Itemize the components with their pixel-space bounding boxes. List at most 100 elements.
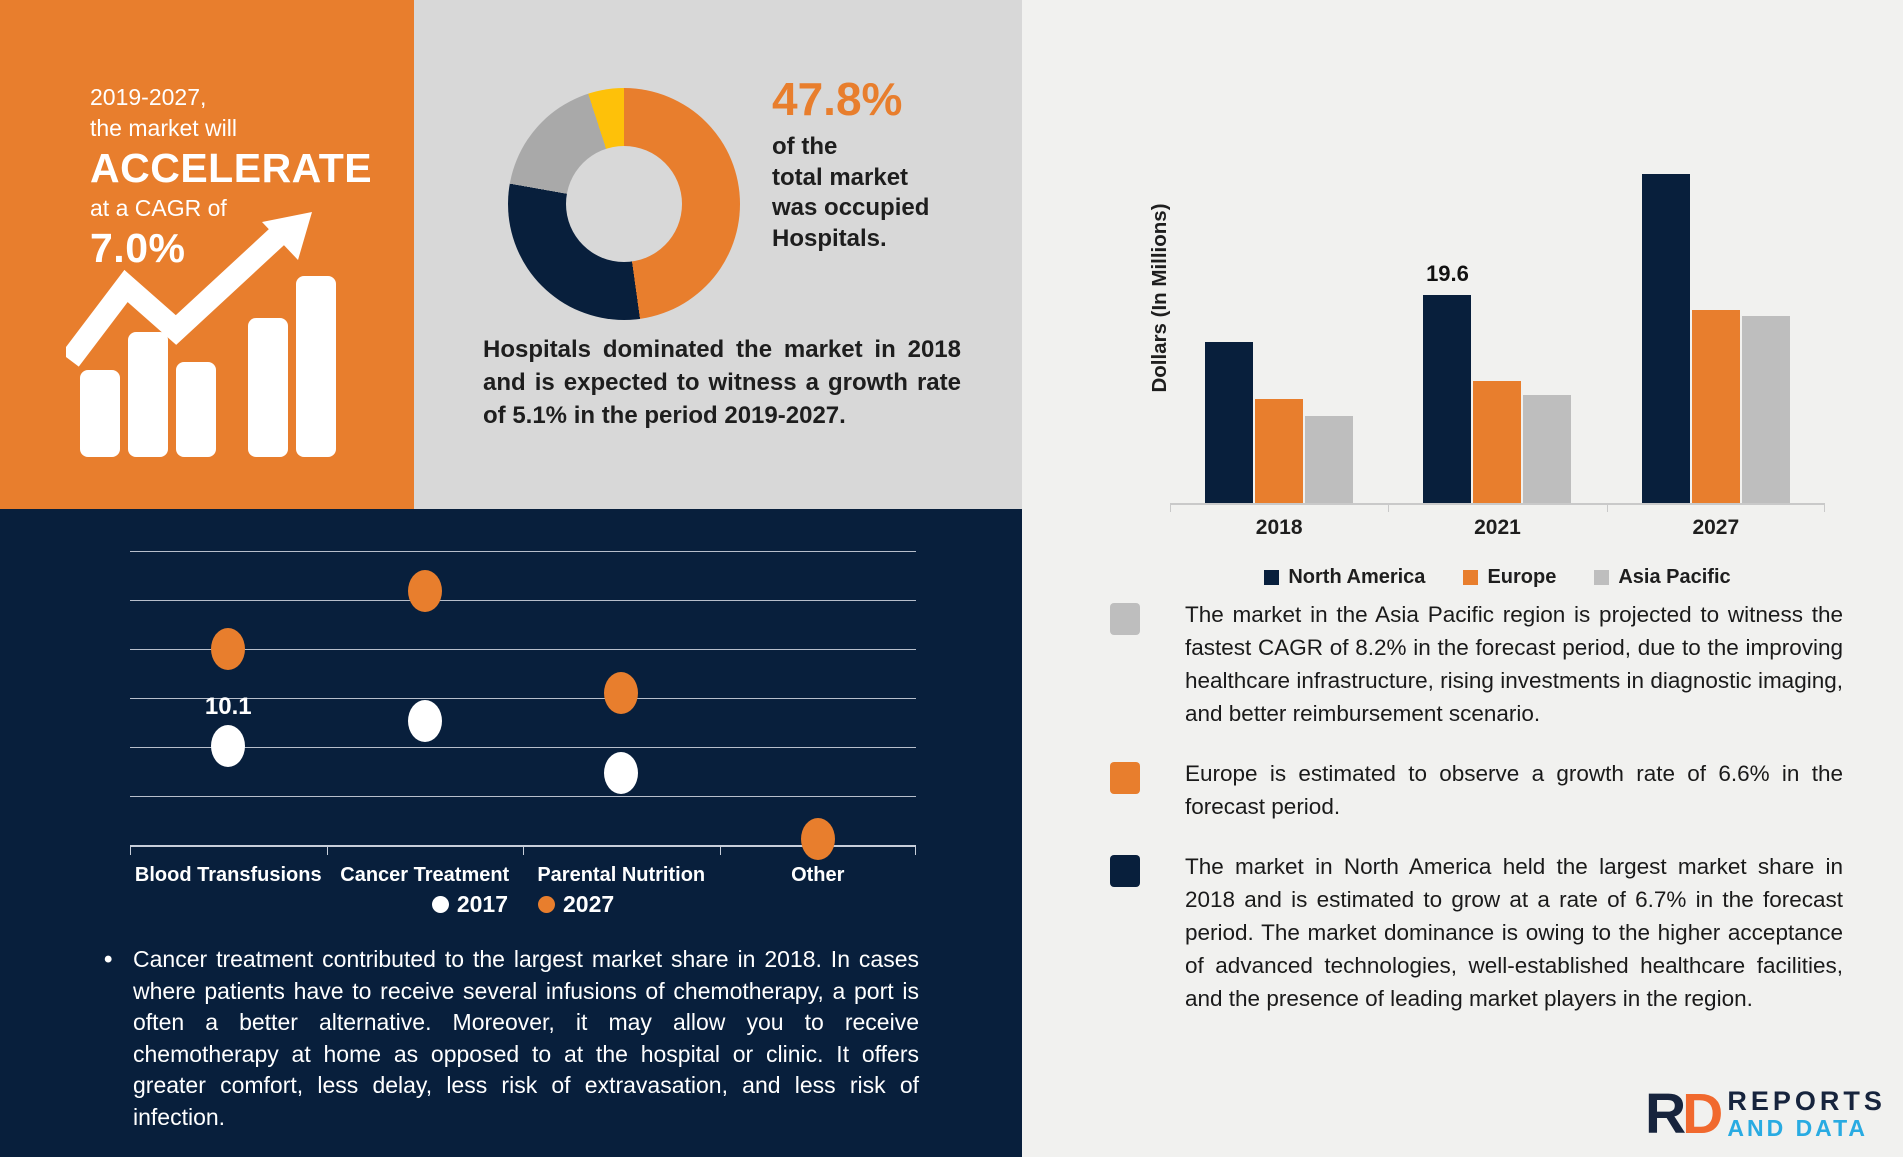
cagr-label-text: at a CAGR of	[90, 195, 227, 221]
bar-group-2021: 19.6	[1423, 261, 1572, 503]
insight-north-america: The market in North America held the lar…	[1110, 850, 1843, 1015]
gridline	[130, 796, 916, 797]
logo-and-data-text: AND DATA	[1727, 1115, 1869, 1141]
gridline	[130, 747, 916, 748]
legend-item-2027: 2027	[538, 891, 614, 918]
hospital-share-stat-caption: of the total market was occupied Hospita…	[772, 133, 930, 252]
dot-2027-parental-nutrition	[604, 672, 639, 715]
bar-group-2027	[1641, 174, 1790, 503]
gridline	[130, 600, 916, 601]
period-text: 2019-2027,	[90, 84, 207, 110]
insight-europe: Europe is estimated to observe a growth …	[1110, 757, 1843, 823]
axis-tick	[326, 847, 328, 855]
hospital-share-donut-chart	[508, 88, 740, 320]
insight-asia-pacific: The market in the Asia Pacific region is…	[1110, 598, 1843, 730]
insight-text: Europe is estimated to observe a growth …	[1185, 761, 1843, 819]
insight-text: The market in the Asia Pacific region is…	[1185, 602, 1843, 726]
axis-tick	[130, 847, 131, 855]
legend-dot-2027	[538, 896, 555, 913]
x-tick-label-2018: 2018	[1255, 516, 1303, 539]
dot-2027-blood-transfusions	[211, 628, 246, 670]
regional-bar-chart: 19.6	[1170, 158, 1825, 503]
cagr-value: 7.0%	[90, 225, 186, 271]
axis-tick	[1824, 505, 1825, 512]
growth-arrow-icon	[61, 212, 374, 457]
bar-europe-2018	[1255, 399, 1304, 503]
dot-2027-other	[800, 818, 835, 861]
bar-europe-2021	[1473, 381, 1522, 503]
product-insight-text: Cancer treatment contributed to the larg…	[133, 946, 919, 1130]
legend-dot-2017	[431, 896, 449, 913]
x-tick-label-2027: 2027	[1692, 516, 1740, 539]
bar-europe-2027	[1691, 310, 1740, 503]
bar-value-label: 19.6	[1426, 261, 1469, 286]
logo-letter-r: R	[1645, 1082, 1686, 1146]
market-will-text: the market will	[90, 115, 237, 141]
logo-mark: RD	[1645, 1086, 1723, 1143]
axis-tick	[1388, 505, 1390, 512]
bar-asia-pacific-2018	[1305, 416, 1354, 503]
legend-swatch-asia-pacific	[1594, 570, 1610, 585]
category-label-cancer-treatment: Cancer Treatment	[340, 864, 510, 886]
legend-label: 2027	[563, 891, 615, 917]
axis-tick	[1170, 505, 1171, 512]
accelerate-word: ACCELERATE	[90, 145, 373, 191]
logo-wordmark: REPORTS AND DATA	[1727, 1087, 1886, 1141]
bar-chart-x-tick-labels: 2018 2021 2027	[1170, 516, 1825, 540]
accelerate-text-block: 2019-2027, the market will ACCELERATE at…	[90, 82, 372, 273]
axis-tick	[719, 847, 721, 855]
dot-2017-blood-transfusions	[211, 725, 246, 768]
bar-chart-y-axis-label: Dollars (In Millions)	[1148, 203, 1171, 393]
asia-pacific-bullet-swatch	[1110, 603, 1140, 635]
europe-bullet-swatch	[1110, 762, 1140, 794]
axis-tick	[915, 847, 916, 855]
product-dot-plot-panel	[0, 509, 1022, 1157]
x-tick-label-2021: 2021	[1474, 516, 1521, 539]
legend-item-europe: Europe	[1463, 566, 1556, 589]
bar-asia-pacific-2021	[1523, 395, 1572, 503]
legend-item-2017: 2017	[431, 891, 508, 918]
category-label-blood-transfusions: Blood Transfusions	[134, 864, 322, 886]
legend-label: Asia Pacific	[1618, 566, 1731, 588]
legend-label: 2017	[456, 891, 508, 917]
hospital-share-stat: 47.8%	[772, 73, 903, 125]
legend-label: North America	[1288, 566, 1426, 588]
legend-swatch-europe	[1463, 570, 1479, 585]
reports-and-data-logo: RD REPORTS AND DATA	[1645, 1086, 1886, 1143]
logo-reports-text: REPORTS	[1727, 1086, 1886, 1116]
axis-tick	[1606, 505, 1608, 512]
bar-asia-pacific-2027	[1741, 316, 1790, 503]
legend-label: Europe	[1487, 566, 1557, 588]
logo-letter-d: D	[1682, 1082, 1723, 1146]
dot-2027-cancer-treatment	[407, 570, 442, 613]
legend-item-asia-pacific: Asia Pacific	[1594, 566, 1731, 589]
gridline	[130, 551, 916, 552]
gridline	[130, 649, 916, 650]
dot-plot-category-labels: Blood Transfusions Cancer Treatment Parent…	[130, 864, 916, 887]
bar-north-america-2021: 19.6	[1423, 261, 1472, 503]
insight-text: The market in North America held the lar…	[1185, 854, 1843, 1011]
axis-tick	[523, 847, 524, 855]
dot-value-label: 10.1	[204, 693, 252, 721]
regional-analysis-panel	[1022, 0, 1903, 1157]
bar-north-america-2018	[1205, 342, 1254, 503]
category-label-parental-nutrition: Parental Nutrition	[537, 864, 706, 886]
dot-plot-x-axis-line	[130, 845, 916, 855]
dot-2017-cancer-treatment	[407, 699, 442, 742]
legend-swatch-north-america	[1264, 570, 1280, 585]
product-dot-plot-chart: 10.1	[130, 551, 916, 861]
dot-2017-parental-nutrition	[604, 752, 639, 795]
dot-plot-legend: 2017 2027	[130, 891, 916, 918]
bar-chart-legend: North America Europe Asia Pacific	[1170, 566, 1825, 589]
hospital-share-body-text: Hospitals dominated the market in 2018 a…	[483, 336, 961, 429]
bar-chart-x-axis-line	[1170, 503, 1825, 512]
north-america-bullet-swatch	[1110, 855, 1140, 887]
donut-hole	[566, 146, 682, 262]
bullet-marker: •	[104, 946, 113, 973]
bar-group-2018	[1205, 342, 1354, 503]
bar-north-america-2027	[1641, 174, 1690, 503]
category-label-other: Other	[791, 864, 845, 886]
gridline	[130, 698, 916, 699]
legend-item-north-america: North America	[1264, 566, 1425, 589]
